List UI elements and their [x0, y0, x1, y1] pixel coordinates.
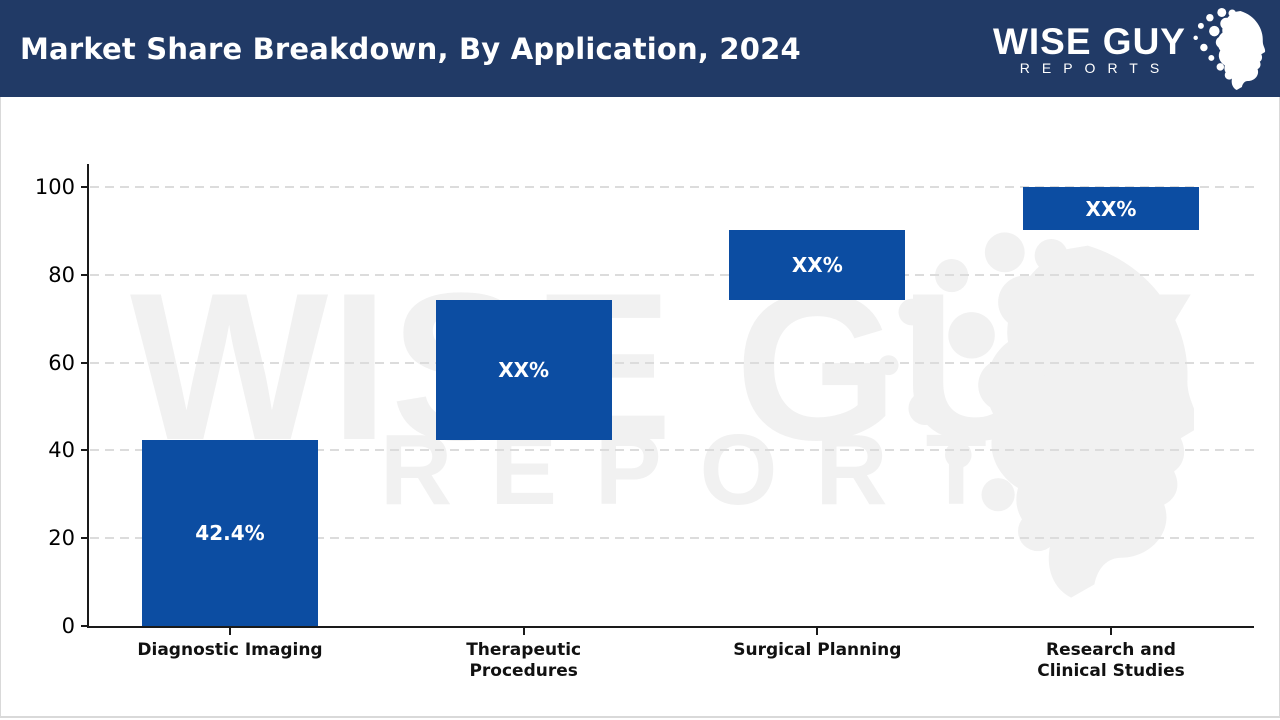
- y-tick-label: 80: [48, 262, 75, 287]
- logo-subtitle: REPORTS: [1019, 60, 1172, 77]
- bar-segment: XX%: [435, 300, 612, 440]
- gridline: [90, 273, 1254, 276]
- y-tick-label: 100: [34, 175, 75, 199]
- y-tick-label: 20: [48, 526, 75, 551]
- bar-segment: 42.4%: [142, 439, 318, 626]
- y-tick-label: 60: [48, 350, 75, 375]
- x-tick: [522, 628, 525, 635]
- y-tick-label: 40: [48, 438, 75, 463]
- bar-value-label: XX%: [1085, 196, 1137, 221]
- wiseguy-face-icon: [1193, 8, 1266, 90]
- bar-value-label: XX%: [498, 358, 550, 383]
- bar-segment: XX%: [729, 230, 906, 301]
- y-tick: [81, 361, 88, 364]
- bar-segment: XX%: [1023, 187, 1199, 231]
- header-band: Market Share Breakdown, By Application, …: [0, 0, 1280, 97]
- gridline: [90, 186, 1254, 188]
- page-title: Market Share Breakdown, By Application, …: [20, 31, 801, 66]
- bar-value-label: 42.4%: [195, 520, 265, 545]
- y-tick: [81, 186, 88, 188]
- y-axis: [87, 164, 89, 628]
- x-tick: [1110, 628, 1112, 635]
- logo-wordmark: WISE GUY: [992, 20, 1186, 62]
- category-label: Diagnostic Imaging: [137, 640, 323, 660]
- gridline: [90, 361, 1254, 364]
- gridline: [90, 537, 1254, 540]
- bar-value-label: XX%: [791, 253, 843, 278]
- y-tick: [81, 273, 88, 276]
- logo-text: WISE GUY REPORTS: [992, 20, 1186, 77]
- category-label: Research and Clinical Studies: [1037, 640, 1185, 682]
- x-axis: [87, 626, 1254, 628]
- y-tick-label: 0: [61, 614, 75, 638]
- watermark-face-icon: [878, 232, 1194, 598]
- x-tick: [229, 628, 231, 635]
- category-label: Surgical Planning: [733, 640, 902, 660]
- y-tick: [81, 537, 88, 540]
- category-label: Therapeutic Procedures: [466, 640, 582, 682]
- y-tick: [81, 449, 88, 452]
- wiseguy-logo: WISE GUY REPORTS: [993, 8, 1266, 90]
- gridline: [90, 449, 1254, 452]
- x-tick: [816, 628, 819, 635]
- y-tick: [81, 625, 88, 627]
